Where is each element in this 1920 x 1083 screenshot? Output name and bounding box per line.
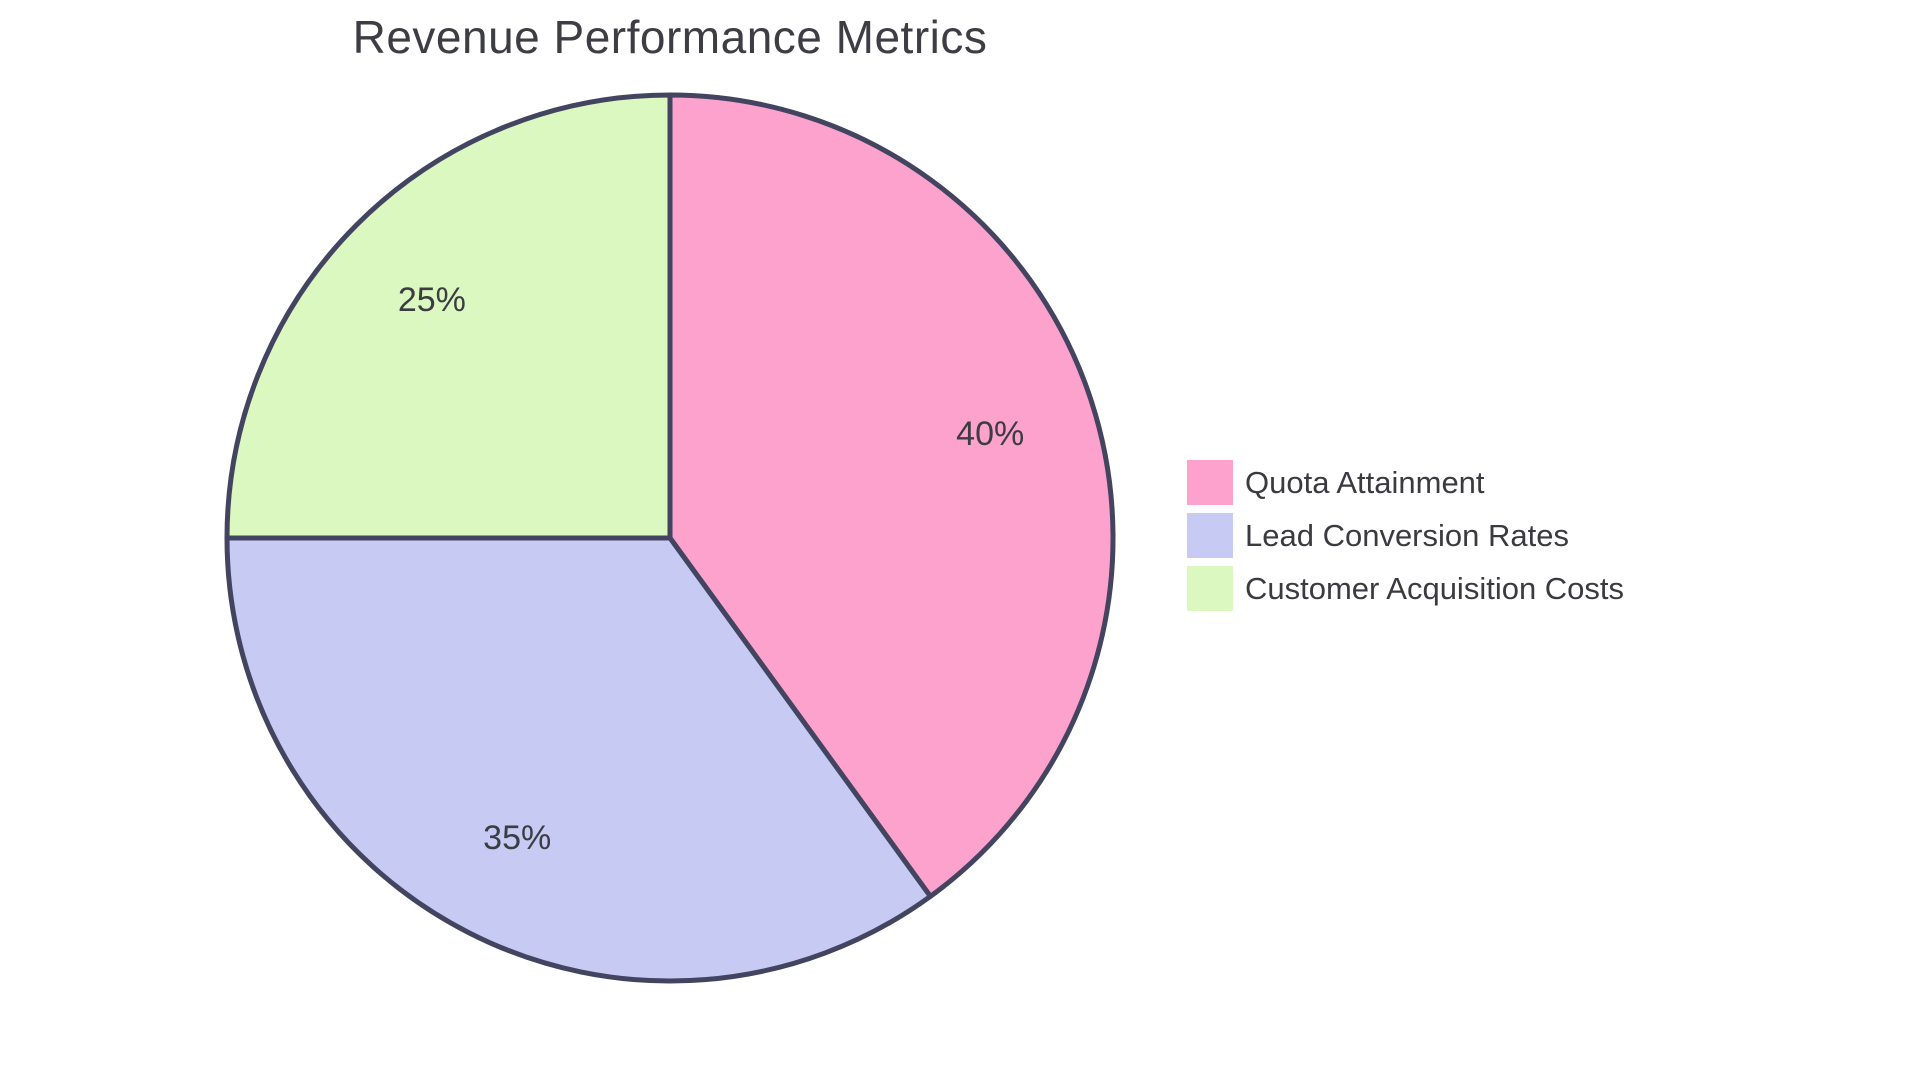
- legend-item-quota-attainment: Quota Attainment: [1187, 460, 1624, 505]
- pie-percent-label-0: 40%: [956, 415, 1024, 453]
- pie-slices: [224, 92, 1116, 984]
- legend-swatch-quota-attainment: [1187, 460, 1233, 505]
- legend-item-customer-acquisition-costs: Customer Acquisition Costs: [1187, 566, 1624, 611]
- pie-percent-labels: 40% 35% 25%: [398, 281, 1024, 857]
- pie-slice-2: [224, 92, 673, 541]
- chart-legend: Quota Attainment Lead Conversion Rates C…: [1187, 460, 1624, 611]
- chart-title: Revenue Performance Metrics: [352, 11, 988, 63]
- pie-percent-label-2: 25%: [398, 281, 466, 319]
- legend-swatch-customer-acquisition-costs: [1187, 566, 1233, 611]
- pie-slice-0: [667, 92, 1116, 899]
- pie-percent-label-1: 35%: [483, 819, 551, 857]
- legend-swatch-lead-conversion-rates: [1187, 513, 1233, 558]
- legend-label-customer-acquisition-costs: Customer Acquisition Costs: [1245, 570, 1625, 606]
- legend-label-lead-conversion-rates: Lead Conversion Rates: [1245, 517, 1569, 553]
- pie-slice-1: [224, 535, 933, 984]
- legend-item-lead-conversion-rates: Lead Conversion Rates: [1187, 513, 1624, 558]
- legend-label-quota-attainment: Quota Attainment: [1245, 464, 1485, 500]
